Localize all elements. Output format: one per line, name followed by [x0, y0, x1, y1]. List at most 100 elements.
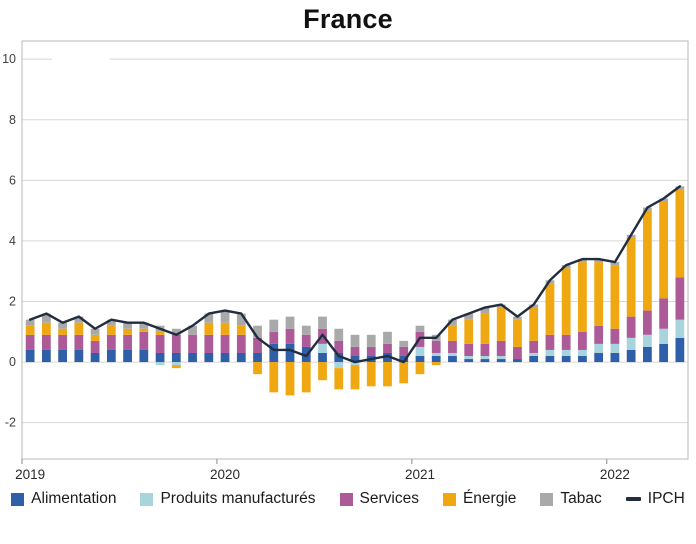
bar-segment-produits-manufactur-s	[415, 346, 425, 357]
bar-segment-produits-manufactur-s	[334, 362, 344, 369]
legend-item-produits-manufactur-s: Produits manufacturés	[140, 490, 316, 508]
bar-segment-produits-manufactur-s	[578, 349, 587, 357]
bar-segment-services	[123, 334, 132, 350]
bar-segment-produits-manufactur-s	[545, 349, 555, 357]
bar-segment--nergie	[301, 362, 311, 393]
bar-segment-produits-manufactur-s	[561, 349, 571, 357]
legend-label: Tabac	[560, 490, 602, 507]
bar-segment-produits-manufactur-s	[594, 343, 604, 353]
chart-title: France	[303, 4, 393, 34]
bar-segment-alimentation	[464, 359, 474, 363]
bar-segment-services	[561, 334, 571, 350]
bar-segment-services	[643, 310, 652, 335]
bar-segment-alimentation	[139, 349, 149, 363]
legend-label: Services	[359, 490, 419, 507]
bar-segment-produits-manufactur-s	[496, 356, 506, 360]
bar-segment--nergie	[464, 319, 474, 344]
bar-segment-services	[431, 340, 441, 353]
bar-segment-tabac	[106, 319, 116, 326]
bar-segment-services	[139, 331, 149, 350]
bar-segment-services	[383, 343, 392, 353]
x-tick-label-2019: 2019	[15, 467, 45, 482]
bar-segment-tabac	[448, 319, 457, 326]
bar-segment--nergie	[578, 262, 587, 332]
bar-segment-services	[399, 346, 409, 357]
bar-segment-tabac	[90, 328, 100, 335]
x-tick-label-2022: 2022	[600, 467, 630, 482]
bar-segment-produits-manufactur-s	[350, 362, 360, 366]
bar-segment--nergie	[90, 334, 100, 341]
bar-segment-alimentation	[659, 343, 669, 363]
bar-segment-tabac	[25, 319, 35, 326]
bar-segment-tabac	[610, 262, 620, 266]
bar-segment-services	[659, 298, 669, 329]
y-tick-label-4: 4	[9, 234, 16, 248]
bar-segment-alimentation	[561, 356, 571, 363]
bar-segment-tabac	[594, 259, 604, 263]
bar-segment-alimentation	[610, 352, 620, 363]
bar-segment-services	[350, 346, 360, 357]
bar-segment-tabac	[350, 334, 360, 347]
bar-segment-tabac	[496, 304, 506, 308]
bar-segment--nergie	[383, 362, 392, 387]
bar-segment-alimentation	[545, 356, 555, 363]
bar-segment-alimentation	[529, 356, 539, 363]
bar-segment-services	[578, 331, 587, 350]
bar-segment-alimentation	[383, 352, 392, 363]
x-tick-label-2021: 2021	[405, 467, 435, 482]
bar-segment-services	[269, 331, 279, 344]
bar-segment-tabac	[318, 316, 327, 329]
bar-segment-tabac	[41, 313, 51, 323]
bar-segment--nergie	[269, 362, 279, 393]
bar-segment--nergie	[41, 322, 51, 335]
bar-segment-services	[464, 343, 474, 357]
bar-segment-produits-manufactur-s	[529, 352, 539, 357]
bar-segment-alimentation	[74, 349, 84, 363]
bar-segment-produits-manufactur-s	[675, 319, 685, 338]
legend-label: Alimentation	[31, 490, 117, 507]
bar-segment--nergie	[675, 189, 685, 278]
bar-segment-alimentation	[58, 349, 67, 363]
bar-segment-alimentation	[318, 352, 327, 363]
bar-segment-alimentation	[578, 356, 587, 363]
bar-segment--nergie	[74, 322, 84, 335]
bar-segment--nergie	[155, 331, 165, 335]
legend-color-swatch	[540, 492, 554, 506]
bar-segment-services	[58, 334, 67, 350]
y-tick-label-2: 2	[9, 294, 16, 308]
y-tick-label-0: 0	[9, 355, 16, 369]
bar-segment-alimentation	[41, 349, 51, 363]
bar-segment-alimentation	[513, 359, 522, 363]
bar-segment-services	[171, 334, 181, 353]
bar-segment-tabac	[253, 325, 262, 338]
bar-segment-tabac	[236, 313, 246, 326]
bar-segment--nergie	[643, 210, 652, 311]
bar-segment-tabac	[301, 325, 311, 335]
bar-segment-alimentation	[106, 349, 116, 363]
bar-segment-services	[334, 340, 344, 353]
bar-segment--nergie	[334, 368, 344, 390]
bar-segment-alimentation	[448, 356, 457, 363]
bar-segment-tabac	[171, 328, 181, 335]
bar-segment-alimentation	[334, 352, 344, 363]
bar-segment-alimentation	[399, 356, 409, 363]
bar-segment-produits-manufactur-s	[480, 356, 490, 360]
bar-segment-tabac	[480, 307, 490, 314]
bar-segment-services	[626, 316, 636, 338]
bar-segment-tabac	[269, 319, 279, 332]
bar-segment-alimentation	[90, 352, 100, 363]
bar-segment-services	[285, 328, 295, 344]
bar-segment--nergie	[171, 365, 181, 369]
bar-segment-alimentation	[626, 349, 636, 363]
bar-segment-services	[448, 340, 457, 353]
bar-segment-tabac	[513, 316, 522, 320]
bar-segment-alimentation	[594, 352, 604, 363]
bar-segment-tabac	[74, 316, 84, 323]
legend-color-swatch	[140, 492, 154, 506]
bar-segment-services	[529, 340, 539, 353]
bar-segment-services	[480, 343, 490, 357]
bar-segment-tabac	[464, 313, 474, 320]
bar-segment--nergie	[415, 362, 425, 375]
legend-label: Produits manufacturés	[160, 490, 316, 507]
bar-segment-services	[496, 340, 506, 357]
